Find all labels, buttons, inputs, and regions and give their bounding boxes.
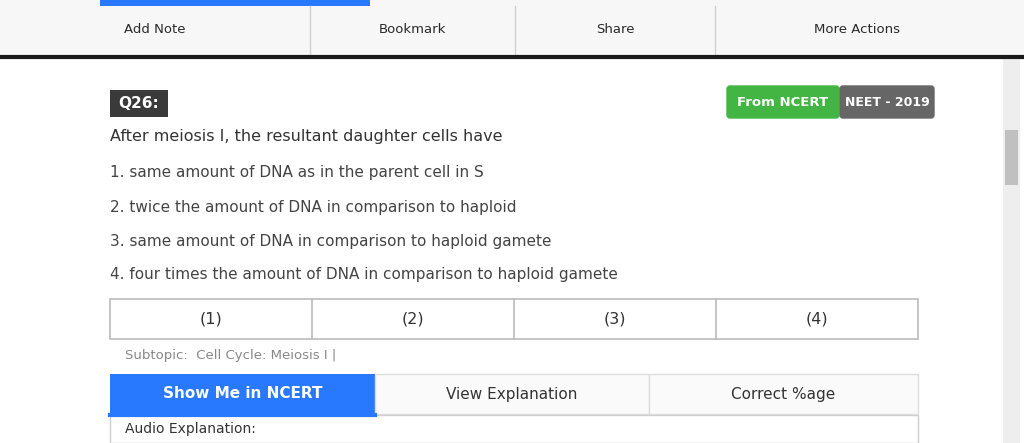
FancyBboxPatch shape	[649, 374, 918, 414]
FancyBboxPatch shape	[840, 86, 934, 118]
Text: (2): (2)	[401, 311, 424, 326]
FancyBboxPatch shape	[1005, 130, 1018, 185]
Text: Bookmark: Bookmark	[379, 23, 446, 36]
FancyBboxPatch shape	[1002, 58, 1020, 443]
FancyBboxPatch shape	[110, 90, 168, 117]
Text: (4): (4)	[806, 311, 828, 326]
FancyBboxPatch shape	[110, 415, 918, 443]
Text: NEET - 2019: NEET - 2019	[845, 96, 930, 109]
Text: 4. four times the amount of DNA in comparison to haploid gamete: 4. four times the amount of DNA in compa…	[110, 268, 617, 283]
Text: Correct %age: Correct %age	[731, 386, 836, 401]
FancyBboxPatch shape	[110, 374, 375, 414]
FancyBboxPatch shape	[727, 86, 839, 118]
Text: Q26:: Q26:	[119, 96, 160, 111]
Text: 1. same amount of DNA as in the parent cell in S: 1. same amount of DNA as in the parent c…	[110, 166, 483, 180]
Text: 2. twice the amount of DNA in comparison to haploid: 2. twice the amount of DNA in comparison…	[110, 199, 516, 214]
Text: (1): (1)	[200, 311, 222, 326]
Text: Audio Explanation:: Audio Explanation:	[125, 422, 256, 436]
Text: 3. same amount of DNA in comparison to haploid gamete: 3. same amount of DNA in comparison to h…	[110, 233, 552, 249]
Text: Share: Share	[596, 23, 634, 36]
Text: Show Me in NCERT: Show Me in NCERT	[163, 386, 323, 401]
Text: Subtopic:  Cell Cycle: Meiosis I |: Subtopic: Cell Cycle: Meiosis I |	[125, 350, 336, 362]
FancyBboxPatch shape	[375, 374, 649, 414]
Text: View Explanation: View Explanation	[446, 386, 578, 401]
Text: Add Note: Add Note	[124, 23, 185, 36]
FancyBboxPatch shape	[0, 57, 1024, 443]
Text: After meiosis I, the resultant daughter cells have: After meiosis I, the resultant daughter …	[110, 128, 503, 144]
Text: (3): (3)	[604, 311, 627, 326]
FancyBboxPatch shape	[100, 0, 370, 6]
FancyBboxPatch shape	[110, 299, 918, 339]
Text: From NCERT: From NCERT	[737, 96, 828, 109]
Text: More Actions: More Actions	[814, 23, 900, 36]
FancyBboxPatch shape	[0, 0, 1024, 57]
